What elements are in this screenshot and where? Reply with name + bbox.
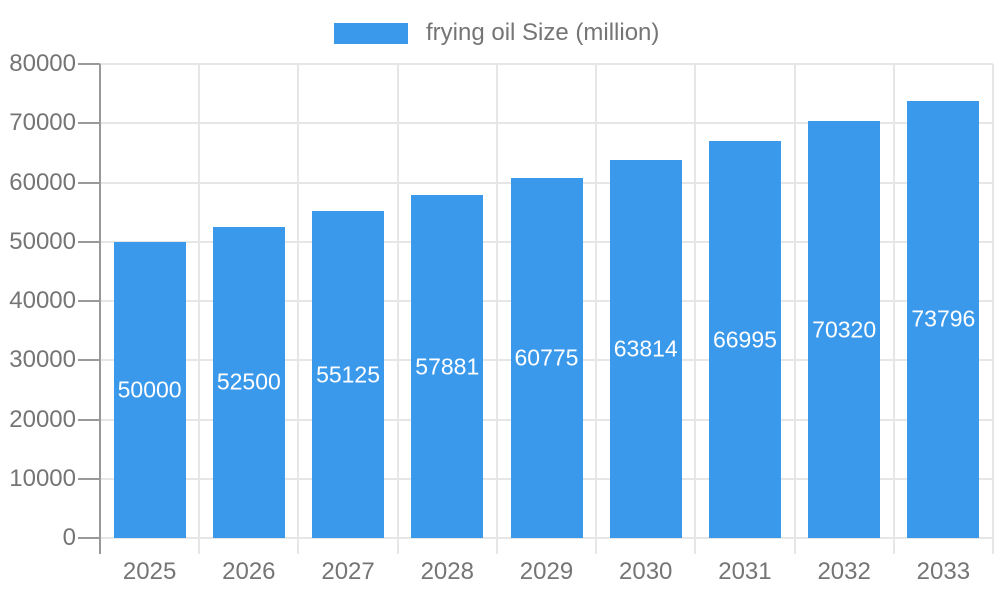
y-axis-tick-label: 10000 (9, 464, 76, 492)
y-axis-tick (78, 122, 100, 125)
y-axis-tick (78, 359, 100, 362)
x-axis-tick (297, 538, 300, 554)
bar-2026[interactable]: 52500 (212, 226, 285, 538)
y-axis-tick (78, 537, 100, 539)
gridline-horizontal (100, 122, 993, 125)
gridline-vertical (396, 64, 399, 538)
y-axis-tick (78, 477, 100, 480)
x-axis-tick (694, 538, 697, 554)
gridline-vertical (793, 64, 796, 538)
bar-value-label: 70320 (812, 316, 877, 343)
gridline-vertical (892, 64, 895, 538)
y-axis-tick-label: 20000 (9, 405, 76, 433)
legend-swatch (334, 22, 408, 44)
x-axis-tick (396, 538, 399, 554)
gridline-vertical (992, 64, 994, 538)
gridline-horizontal (100, 63, 993, 65)
y-axis-tick-label: 30000 (9, 346, 76, 374)
gridline-vertical (297, 64, 300, 538)
gridline-vertical (495, 64, 498, 538)
y-axis-tick-label: 50000 (9, 227, 76, 255)
gridline-vertical (595, 64, 598, 538)
x-axis-tick (198, 538, 201, 554)
bar-value-label: 60775 (514, 344, 579, 371)
bar-2030[interactable]: 63814 (609, 159, 682, 538)
bar-value-label: 57881 (415, 353, 480, 380)
y-axis-tick-label: 80000 (9, 50, 76, 77)
y-axis-tick (78, 240, 100, 243)
bar-value-label: 66995 (712, 326, 777, 353)
bar-value-label: 55125 (316, 361, 381, 388)
x-axis-tick (992, 538, 994, 554)
bar-value-label: 63814 (613, 335, 678, 362)
x-axis-tick-label: 2026 (222, 558, 276, 585)
x-axis-tick (595, 538, 598, 554)
x-axis-tick-label: 2025 (122, 558, 177, 585)
y-axis-tick-label: 70000 (9, 109, 76, 137)
bar-2027[interactable]: 55125 (312, 211, 385, 538)
gridline-vertical (694, 64, 697, 538)
y-axis-tick (78, 418, 100, 421)
legend-label: frying oil Size (million) (426, 19, 660, 46)
bar-2031[interactable]: 66995 (708, 141, 781, 538)
bar-2029[interactable]: 60775 (510, 177, 583, 538)
gridline-vertical (198, 64, 201, 538)
y-axis-line (99, 64, 101, 554)
bar-value-label: 73796 (911, 305, 976, 332)
bar-2033[interactable]: 73796 (907, 100, 980, 538)
y-axis-tick (78, 63, 100, 65)
bar-2025[interactable]: 50000 (113, 241, 186, 538)
x-axis-tick (495, 538, 498, 554)
bar-value-label: 50000 (117, 376, 182, 403)
x-axis-tick-label: 2032 (817, 558, 871, 585)
bar-2032[interactable]: 70320 (808, 121, 881, 538)
x-axis-tick-label: 2029 (519, 558, 574, 585)
bar-2028[interactable]: 57881 (411, 195, 484, 538)
bar-value-label: 52500 (216, 368, 281, 395)
x-axis-tick (892, 538, 895, 554)
y-axis-tick-label: 60000 (9, 168, 76, 196)
x-axis-tick-label: 2031 (718, 558, 772, 585)
y-axis-tick-label: 40000 (9, 287, 76, 314)
y-axis-tick (78, 181, 100, 184)
x-axis-tick-label: 2030 (619, 558, 673, 585)
x-axis-tick-label: 2027 (321, 558, 375, 585)
x-axis-tick-label: 2028 (420, 558, 474, 585)
plot-area: 50000 52500 55125 57881 60775 63814 66995 70320… (99, 63, 994, 554)
x-axis-tick (793, 538, 796, 554)
gridline-horizontal (100, 537, 993, 539)
x-axis-tick-label: 2033 (916, 558, 971, 585)
y-axis-tick-label: 0 (62, 524, 76, 551)
y-axis-tick (78, 300, 100, 302)
legend[interactable]: frying oil Size (million) (334, 19, 660, 46)
